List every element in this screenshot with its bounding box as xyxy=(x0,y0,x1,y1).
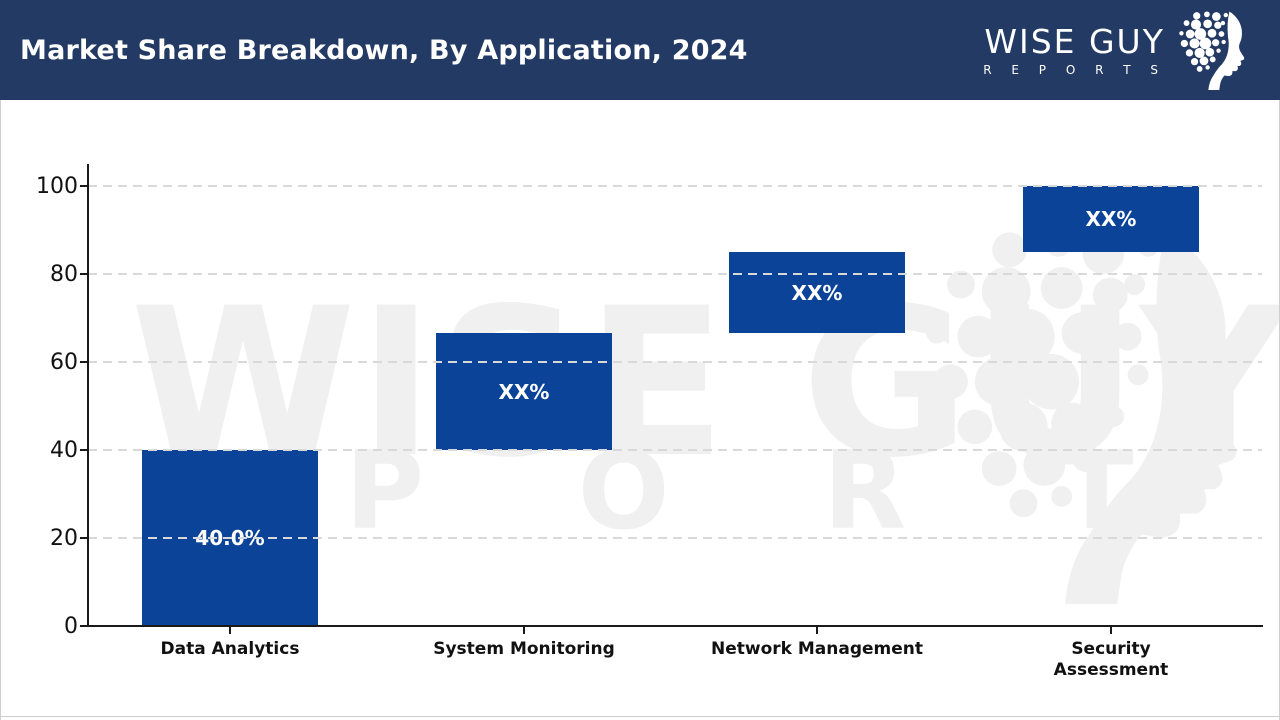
bar-network-management: XX% xyxy=(729,252,905,334)
category-label-2: System Monitoring xyxy=(404,639,644,660)
x-tick xyxy=(229,627,231,634)
category-label-line: Security xyxy=(1071,639,1151,659)
page-border-bottom xyxy=(0,716,1280,717)
category-label-1: Data Analytics xyxy=(110,639,350,660)
page-border-left xyxy=(0,100,1,720)
y-tick xyxy=(80,449,88,451)
x-tick xyxy=(1110,627,1112,634)
wiseguy-head-icon xyxy=(1179,11,1245,91)
y-tick-label: 100 xyxy=(36,174,78,199)
x-tick xyxy=(816,627,818,634)
gridline-20 xyxy=(88,537,1262,539)
gridline-60 xyxy=(88,361,1262,363)
wiseguy-logo: WISE GUY R E P O R T S xyxy=(983,6,1252,94)
y-tick-label: 0 xyxy=(64,614,78,639)
page-title: Market Share Breakdown, By Application, … xyxy=(20,34,748,66)
category-label-line: Network Management xyxy=(710,639,923,659)
category-label-line: Assessment xyxy=(1053,660,1169,681)
header: Market Share Breakdown, By Application, … xyxy=(0,0,1280,100)
y-tick xyxy=(80,273,88,275)
bar-value-label: XX% xyxy=(791,280,843,305)
gridline-40 xyxy=(88,449,1262,451)
category-label-4: Security Assessment xyxy=(991,639,1231,682)
bar-security-assessment: XX% xyxy=(1023,186,1199,252)
y-tick xyxy=(80,185,88,187)
x-tick xyxy=(523,627,525,634)
x-axis xyxy=(87,625,1263,627)
y-tick xyxy=(80,361,88,363)
category-label-3: Network Management xyxy=(697,639,937,660)
bar-value-label: XX% xyxy=(498,379,550,404)
y-tick-label: 80 xyxy=(50,262,78,287)
category-label-line: System Monitoring xyxy=(433,639,615,659)
y-tick-label: 60 xyxy=(50,350,78,375)
gridline-100 xyxy=(88,185,1262,187)
bar-system-monitoring: XX% xyxy=(436,333,612,450)
gridline-80 xyxy=(88,273,1262,275)
y-tick-label: 40 xyxy=(50,438,78,463)
y-axis xyxy=(87,164,89,627)
logo-wordmark: WISE GUY xyxy=(984,21,1165,61)
y-tick xyxy=(80,625,88,627)
bar-value-label: XX% xyxy=(1085,207,1137,231)
y-tick xyxy=(80,537,88,539)
y-tick-label: 20 xyxy=(50,526,78,551)
logo-text: WISE GUY R E P O R T S xyxy=(983,25,1166,76)
category-label-line: Data Analytics xyxy=(160,639,300,659)
watermark-head-icon xyxy=(926,228,1237,604)
logo-subtitle: R E P O R T S xyxy=(983,62,1166,77)
